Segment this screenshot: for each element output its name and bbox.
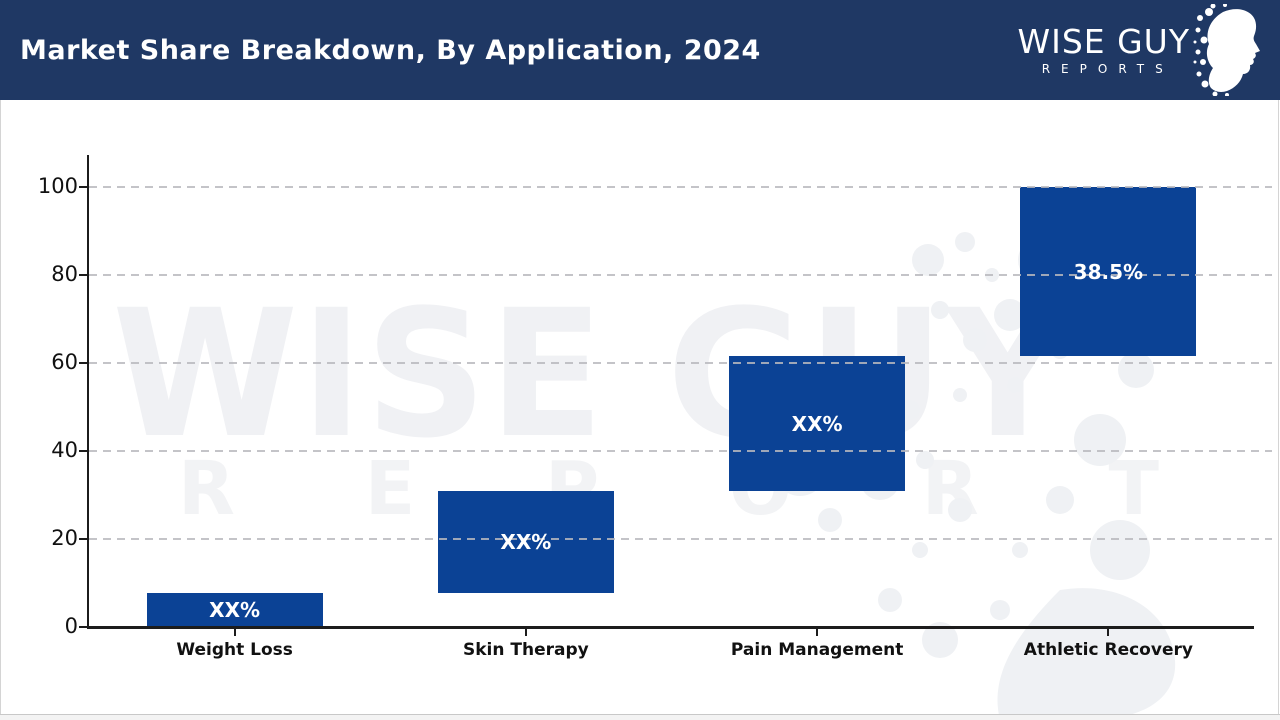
bar-weight-loss (146, 593, 323, 627)
page-title: Market Share Breakdown, By Application, … (20, 34, 761, 66)
bar-value-label: XX% (791, 411, 843, 436)
x-category-label: Weight Loss (176, 640, 293, 660)
y-tick-label: 80 (51, 262, 78, 286)
footer-strip (0, 715, 1280, 720)
gridline-40 (89, 450, 1272, 452)
x-tick-mark (1107, 629, 1110, 636)
y-tick-mark (79, 186, 88, 188)
bar-skin-therapy (437, 490, 614, 594)
wise-guy-reports-logo: WISE GUY REPORTS (1017, 0, 1266, 100)
y-tick-label: 40 (51, 438, 78, 462)
footer-divider (0, 714, 1280, 715)
x-tick-mark (233, 629, 236, 636)
gridline-100 (89, 186, 1272, 188)
y-tick-label: 100 (37, 174, 78, 198)
y-tick-mark (79, 362, 88, 364)
gridline-60 (89, 362, 1272, 364)
watermark-text-line1: WISE GUY (112, 272, 1071, 477)
y-tick-mark (79, 538, 88, 540)
y-tick-mark (79, 626, 88, 628)
logo-face-dots-icon (1193, 4, 1260, 96)
x-tick-mark (524, 629, 527, 636)
logo-name-text: WISE GUY (1017, 22, 1190, 61)
logo-reports-text: REPORTS (1041, 62, 1174, 76)
bar-athletic-recovery (1020, 187, 1197, 357)
page-border-left (0, 100, 1, 714)
logo-wordmark: WISE GUY REPORTS (1017, 22, 1190, 77)
x-tick-mark (816, 629, 819, 636)
y-tick-label: 0 (64, 614, 78, 638)
x-category-label: Skin Therapy (463, 640, 589, 660)
bar-value-label: XX% (209, 598, 261, 623)
page-border-right (1278, 100, 1279, 714)
bar-pain-management (729, 356, 906, 491)
bar-value-label: 38.5% (1073, 259, 1144, 284)
y-tick-label: 20 (51, 526, 78, 550)
x-axis-line (87, 626, 1254, 629)
y-axis-line (87, 155, 89, 629)
x-category-label: Athletic Recovery (1023, 640, 1193, 660)
y-tick-mark (79, 274, 88, 276)
bar-value-label: XX% (500, 529, 552, 554)
x-category-label: Pain Management (730, 640, 904, 660)
y-tick-label: 60 (51, 350, 78, 374)
gridline-80 (89, 274, 1272, 276)
gridline-20 (89, 538, 1272, 540)
y-tick-mark (79, 450, 88, 452)
header-band: Market Share Breakdown, By Application, … (0, 0, 1280, 100)
